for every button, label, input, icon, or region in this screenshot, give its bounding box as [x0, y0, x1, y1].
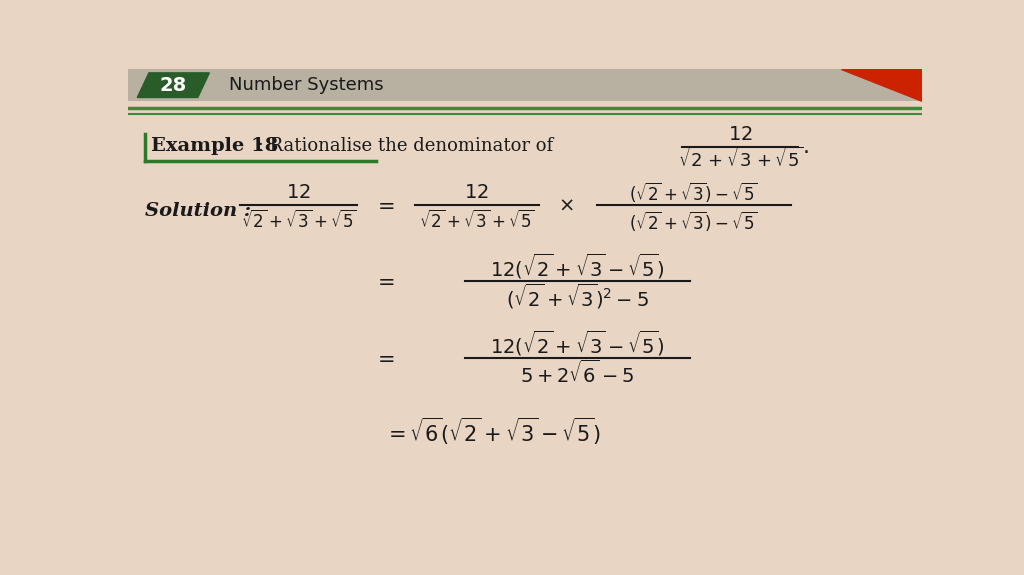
Polygon shape — [841, 69, 922, 101]
Text: $12$: $12$ — [728, 125, 753, 144]
Text: $12$: $12$ — [286, 183, 311, 202]
Text: .: . — [802, 137, 809, 157]
Text: Solution :: Solution : — [145, 202, 251, 220]
Text: $=\sqrt{6}(\sqrt{2}+\sqrt{3}-\sqrt{5})$: $=\sqrt{6}(\sqrt{2}+\sqrt{3}-\sqrt{5})$ — [384, 415, 601, 447]
Polygon shape — [137, 73, 209, 98]
Text: 28: 28 — [160, 76, 186, 95]
Bar — [128, 69, 922, 101]
Text: Example 18: Example 18 — [152, 137, 279, 155]
Text: $=$: $=$ — [373, 348, 394, 368]
Text: $(\sqrt{2}+\sqrt{3})-\sqrt{5}$: $(\sqrt{2}+\sqrt{3})-\sqrt{5}$ — [630, 209, 758, 233]
Text: $5+2\sqrt{6}-5$: $5+2\sqrt{6}-5$ — [520, 359, 635, 387]
Text: $(\sqrt{2}+\sqrt{3})-\sqrt{5}$: $(\sqrt{2}+\sqrt{3})-\sqrt{5}$ — [630, 180, 758, 204]
Text: $\times$: $\times$ — [558, 196, 573, 215]
Text: $=$: $=$ — [373, 196, 394, 215]
Text: $12$: $12$ — [464, 183, 489, 202]
Text: $(\sqrt{2}+\sqrt{3})^{2}-5$: $(\sqrt{2}+\sqrt{3})^{2}-5$ — [506, 282, 649, 310]
Text: $\sqrt{2}+\sqrt{3}+\sqrt{5}$: $\sqrt{2}+\sqrt{3}+\sqrt{5}$ — [241, 210, 356, 232]
Text: Number Systems: Number Systems — [228, 76, 383, 94]
Text: $12(\sqrt{2}+\sqrt{3}-\sqrt{5})$: $12(\sqrt{2}+\sqrt{3}-\sqrt{5})$ — [490, 252, 665, 282]
Text: : Rationalise the denominator of: : Rationalise the denominator of — [252, 137, 553, 155]
Text: $\sqrt{2}+\sqrt{3}+\sqrt{5}$: $\sqrt{2}+\sqrt{3}+\sqrt{5}$ — [419, 210, 535, 232]
Text: $12(\sqrt{2}+\sqrt{3}-\sqrt{5})$: $12(\sqrt{2}+\sqrt{3}-\sqrt{5})$ — [490, 329, 665, 358]
Text: $=$: $=$ — [373, 271, 394, 291]
Text: $\sqrt{2}+\sqrt{3}+\sqrt{5}$: $\sqrt{2}+\sqrt{3}+\sqrt{5}$ — [678, 147, 803, 171]
